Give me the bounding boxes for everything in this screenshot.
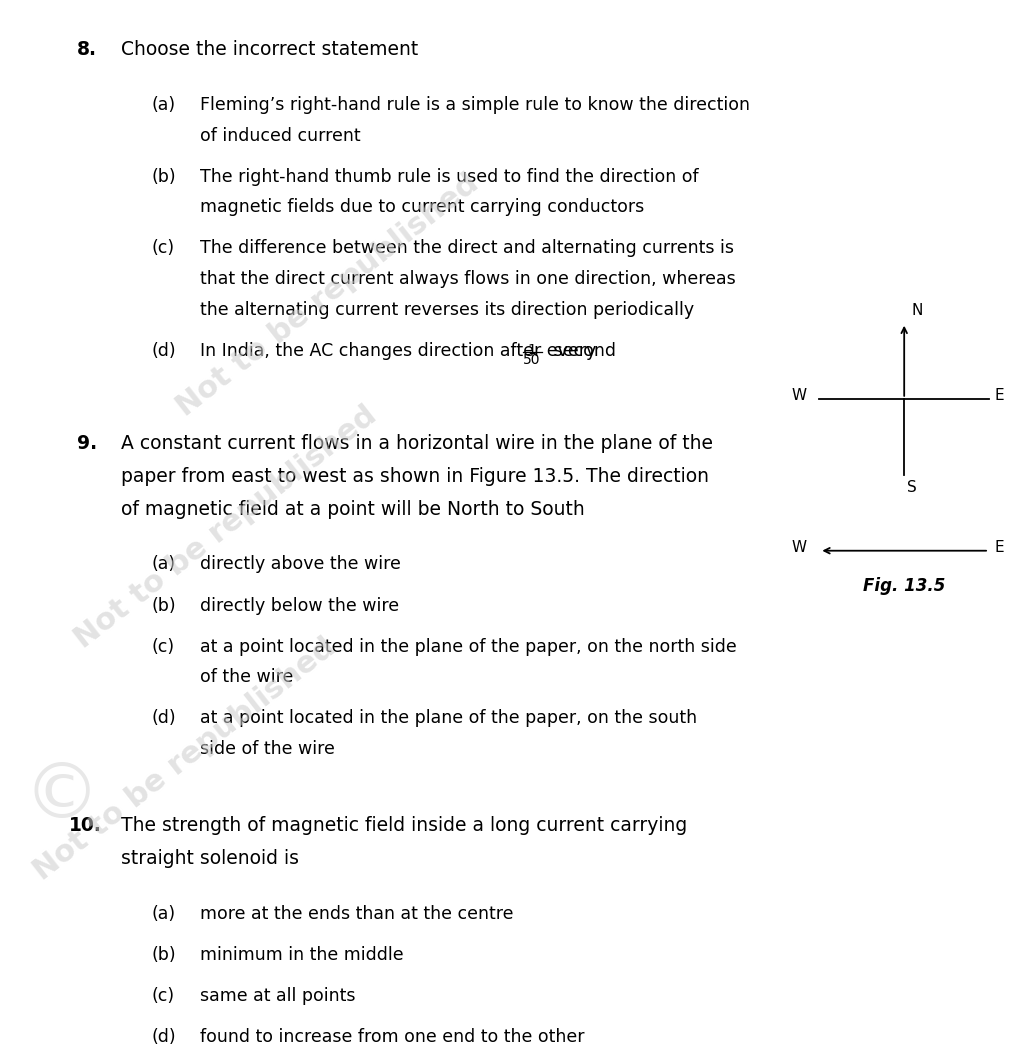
Text: Fleming’s right-hand rule is a simple rule to know the direction: Fleming’s right-hand rule is a simple ru… [200,96,750,114]
Text: N: N [911,303,923,318]
Text: (d): (d) [152,1029,176,1047]
Text: straight solenoid is: straight solenoid is [121,849,299,868]
Text: (b): (b) [152,597,176,615]
Text: more at the ends than at the centre: more at the ends than at the centre [200,905,513,923]
Text: 50: 50 [523,353,541,367]
Text: W: W [792,540,807,555]
Text: S: S [907,480,918,495]
Text: magnetic fields due to current carrying conductors: magnetic fields due to current carrying … [200,198,644,216]
Text: minimum in the middle: minimum in the middle [200,946,403,964]
Text: that the direct current always flows in one direction, whereas: that the direct current always flows in … [200,270,735,288]
Text: (b): (b) [152,168,176,186]
Text: The right-hand thumb rule is used to find the direction of: The right-hand thumb rule is used to fin… [200,168,698,186]
Text: Choose the incorrect statement: Choose the incorrect statement [121,40,418,59]
Text: (d): (d) [152,342,176,360]
Text: found to increase from one end to the other: found to increase from one end to the ot… [200,1029,584,1047]
Text: (a): (a) [152,556,176,574]
Text: (c): (c) [152,987,175,1005]
Text: the alternating current reverses its direction periodically: the alternating current reverses its dir… [200,301,694,319]
Text: (c): (c) [152,638,175,656]
Text: 1: 1 [527,343,537,357]
Text: 9.: 9. [77,435,97,454]
Text: directly below the wire: directly below the wire [200,597,398,615]
Text: of the wire: of the wire [200,669,293,687]
Text: Not to be republished: Not to be republished [171,169,484,422]
Text: E: E [994,540,1004,555]
Text: at a point located in the plane of the paper, on the north side: at a point located in the plane of the p… [200,638,736,656]
Text: of magnetic field at a point will be North to South: of magnetic field at a point will be Nor… [121,500,585,519]
Text: (a): (a) [152,905,176,923]
Text: The difference between the direct and alternating currents is: The difference between the direct and al… [200,239,733,257]
Text: (d): (d) [152,710,176,728]
Text: The strength of magnetic field inside a long current carrying: The strength of magnetic field inside a … [121,817,687,836]
Text: Not to be republished: Not to be republished [69,401,382,654]
Text: In India, the AC changes direction after every: In India, the AC changes direction after… [200,342,601,360]
Text: 10.: 10. [69,817,101,836]
Text: W: W [792,388,807,403]
Text: second: second [549,342,616,360]
Text: same at all points: same at all points [200,987,355,1005]
Text: Fig. 13.5: Fig. 13.5 [863,577,945,595]
Text: E: E [994,388,1004,403]
Text: 8.: 8. [77,40,97,59]
Text: side of the wire: side of the wire [200,741,335,759]
Text: paper from east to west as shown in Figure 13.5. The direction: paper from east to west as shown in Figu… [121,467,709,486]
Text: directly above the wire: directly above the wire [200,556,400,574]
Text: at a point located in the plane of the paper, on the south: at a point located in the plane of the p… [200,710,696,728]
Text: ©: © [24,760,99,833]
Text: A constant current flows in a horizontal wire in the plane of the: A constant current flows in a horizontal… [121,435,713,454]
Text: Not to be republished: Not to be republished [28,633,341,886]
Text: (b): (b) [152,946,176,964]
Text: (c): (c) [152,239,175,257]
Text: of induced current: of induced current [200,127,360,145]
Text: (a): (a) [152,96,176,114]
